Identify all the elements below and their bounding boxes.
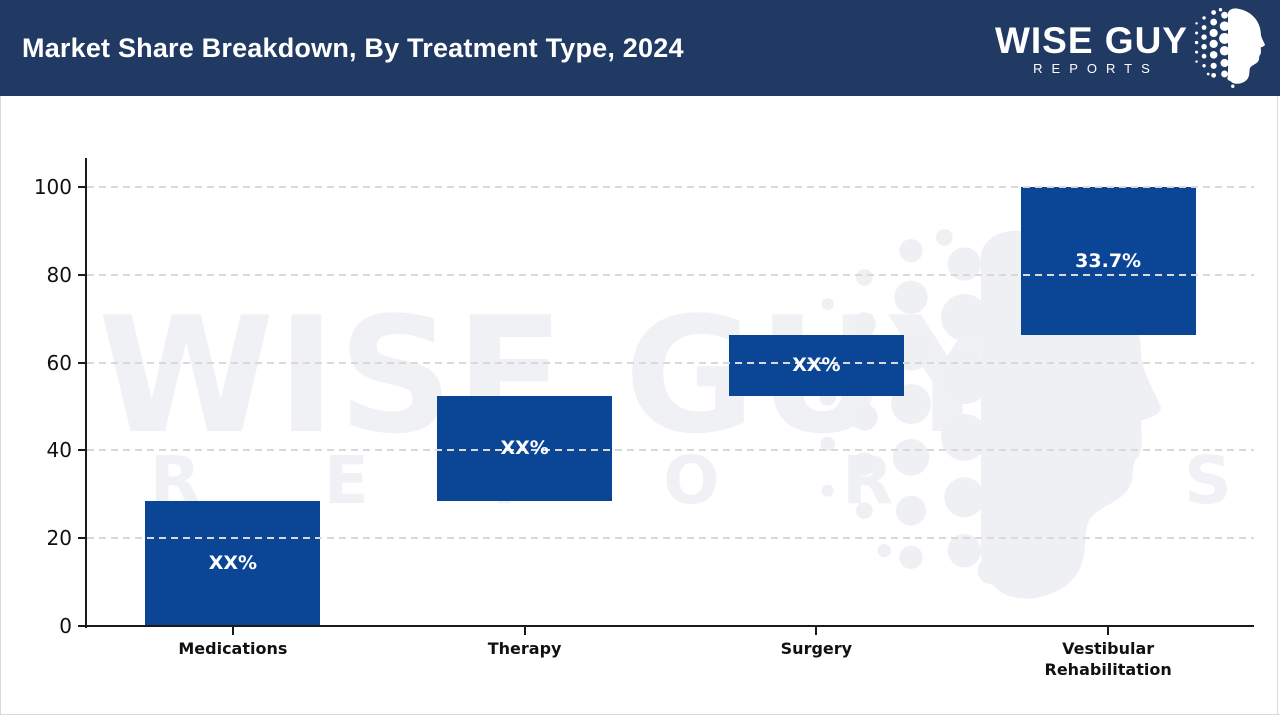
y-tick-60 <box>78 361 86 364</box>
bar-value-label: 33.7% <box>1075 249 1142 272</box>
x-category-label: Vestibular Rehabilitation <box>1044 639 1172 679</box>
y-tick-40 <box>78 449 86 452</box>
y-tick-label-40: 40 <box>46 438 72 463</box>
x-category-label: Medications <box>178 639 288 658</box>
y-tick-100 <box>78 186 86 188</box>
chart: WISE GUY R E P O R T S 0 20 40 60 80 100 XX% Me… <box>0 96 1280 720</box>
brand-logo-text: WISE GUY REPORTS <box>995 22 1188 75</box>
bar-value-label: XX% <box>208 552 258 575</box>
brand-subname: REPORTS <box>1033 60 1159 76</box>
frame-border-left <box>0 96 1 715</box>
y-tick-label-0: 0 <box>59 614 72 638</box>
page-title: Market Share Breakdown, By Treatment Typ… <box>22 32 684 63</box>
y-tick-80 <box>78 273 86 276</box>
y-tick-label-20: 20 <box>46 526 72 551</box>
gridline-60 <box>87 361 1254 364</box>
y-tick-label-80: 80 <box>46 262 72 287</box>
x-tick-0 <box>231 627 234 635</box>
x-category-label: Therapy <box>487 639 562 658</box>
brand-logo: WISE GUY REPORTS <box>995 7 1266 89</box>
y-axis-spine <box>85 158 87 628</box>
x-tick-1 <box>523 627 526 635</box>
x-category-label: Surgery <box>780 639 853 658</box>
head-profile-dots-icon <box>1194 8 1265 88</box>
bar-therapy <box>437 395 613 501</box>
gridline-20 <box>87 537 1254 540</box>
bar-medications <box>145 500 321 626</box>
bar-value-label: XX% <box>792 354 841 377</box>
header-band: Market Share Breakdown, By Treatment Typ… <box>0 0 1280 96</box>
frame-border-right <box>1277 96 1278 715</box>
bar-surgery <box>728 334 904 396</box>
gridline-100 <box>87 186 1254 188</box>
gridline-80 <box>87 273 1254 276</box>
gridline-40 <box>87 449 1254 452</box>
frame-border-bottom <box>0 714 1280 715</box>
y-tick-0 <box>78 625 86 627</box>
y-tick-label-100: 100 <box>33 175 72 199</box>
x-axis-spine <box>87 625 1254 627</box>
brand-name: WISE GUY <box>994 19 1188 61</box>
x-tick-3 <box>1107 627 1110 635</box>
y-tick-label-60: 60 <box>46 350 72 375</box>
bar-vestibular-rehabilitation <box>1020 187 1196 335</box>
x-tick-2 <box>815 627 818 635</box>
bar-value-label: XX% <box>500 437 549 460</box>
y-tick-20 <box>78 537 86 540</box>
